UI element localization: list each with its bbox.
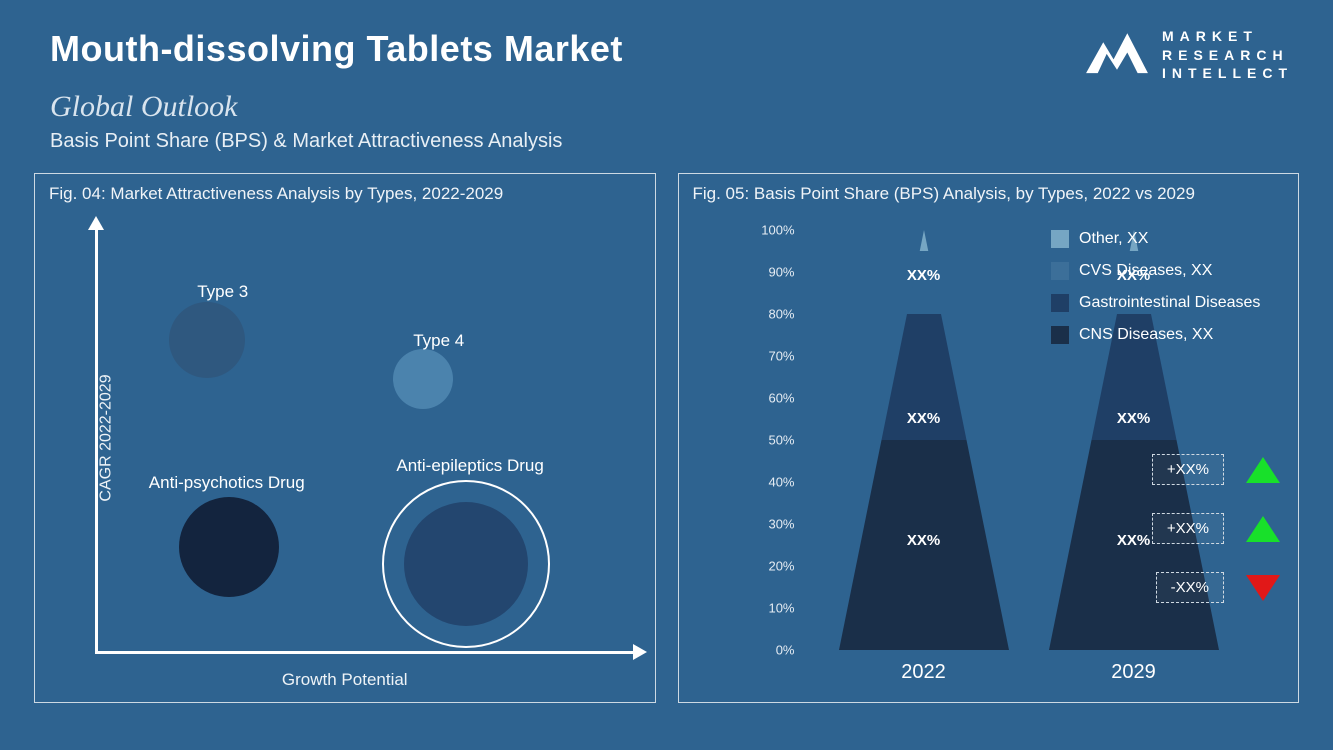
- y-tick-label: 30%: [768, 517, 794, 532]
- section-heading: Global Outlook: [50, 90, 1283, 124]
- bubble-plot-area: Type 3 Type 4 Anti-psychotics Drug Anti-epi…: [110, 220, 637, 658]
- figure-title: Fig. 05: Basis Point Share (BPS) Analysi…: [679, 174, 1299, 214]
- logo-text-1: MARKET: [1162, 27, 1293, 46]
- arrow-up-icon: [1246, 516, 1280, 542]
- section-subtitle: Basis Point Share (BPS) & Market Attract…: [50, 130, 1283, 153]
- cone-x-label: 2029: [1049, 661, 1219, 684]
- logo-text-2: RESEARCH: [1162, 46, 1293, 65]
- indicator-value: +XX%: [1152, 513, 1224, 544]
- y-tick-label: 80%: [768, 307, 794, 322]
- indicator-row: +XX%: [1050, 513, 1280, 544]
- indicator-value: +XX%: [1152, 454, 1224, 485]
- cone: XX% XX% XX%: [839, 230, 1009, 650]
- figure-title: Fig. 04: Market Attractiveness Analysis …: [35, 174, 655, 214]
- indicator-row: +XX%: [1050, 454, 1280, 485]
- change-indicators: +XX% +XX% -XX%: [1050, 454, 1280, 631]
- legend-item: CNS Diseases, XX: [1051, 326, 1306, 344]
- bubble: [179, 497, 279, 597]
- legend-swatch: [1051, 326, 1069, 344]
- segment-value-label: XX%: [907, 532, 940, 549]
- y-tick-label: 100%: [761, 223, 794, 238]
- brand-logo: MARKET RESEARCH INTELLECT: [1082, 25, 1293, 85]
- y-tick-label: 90%: [768, 265, 794, 280]
- legend-label: Other, XX: [1079, 230, 1148, 248]
- y-tick-label: 60%: [768, 391, 794, 406]
- panel-attractiveness: Fig. 04: Market Attractiveness Analysis …: [34, 173, 656, 703]
- y-tick-label: 50%: [768, 433, 794, 448]
- logo-text-3: INTELLECT: [1162, 64, 1293, 83]
- bubble-label: Type 3: [197, 282, 248, 302]
- legend-swatch: [1051, 230, 1069, 248]
- bubble-label: Anti-psychotics Drug: [149, 473, 305, 493]
- y-tick-label: 0%: [776, 643, 795, 658]
- panel-bps: Fig. 05: Basis Point Share (BPS) Analysi…: [678, 173, 1300, 703]
- legend: Other, XX CVS Diseases, XX Gastrointestina…: [1051, 230, 1306, 358]
- bubble: [404, 502, 528, 626]
- logo-mark-icon: [1082, 25, 1152, 85]
- segment-value-label: XX%: [907, 267, 940, 284]
- cone-x-label: 2022: [839, 661, 1009, 684]
- legend-label: Gastrointestinal Diseases: [1079, 294, 1260, 312]
- bubble: [169, 302, 245, 378]
- legend-item: Other, XX: [1051, 230, 1306, 248]
- legend-label: CVS Diseases, XX: [1079, 262, 1212, 280]
- segment-value-label: XX%: [907, 410, 940, 427]
- arrow-up-icon: [1246, 457, 1280, 483]
- y-tick-label: 70%: [768, 349, 794, 364]
- legend-item: Gastrointestinal Diseases: [1051, 294, 1306, 312]
- indicator-value: -XX%: [1156, 572, 1224, 603]
- bubble-label: Type 4: [413, 331, 464, 351]
- legend-item: CVS Diseases, XX: [1051, 262, 1306, 280]
- legend-swatch: [1051, 262, 1069, 280]
- x-axis-label: Growth Potential: [35, 670, 655, 690]
- legend-label: CNS Diseases, XX: [1079, 326, 1213, 344]
- bubble-label: Anti-epileptics Drug: [396, 456, 543, 476]
- y-tick-label: 10%: [768, 601, 794, 616]
- y-tick-label: 20%: [768, 559, 794, 574]
- arrow-down-icon: [1246, 575, 1280, 601]
- y-tick-label: 40%: [768, 475, 794, 490]
- bubble: [393, 349, 453, 409]
- indicator-row: -XX%: [1050, 572, 1280, 603]
- legend-swatch: [1051, 294, 1069, 312]
- segment-value-label: XX%: [1117, 410, 1150, 427]
